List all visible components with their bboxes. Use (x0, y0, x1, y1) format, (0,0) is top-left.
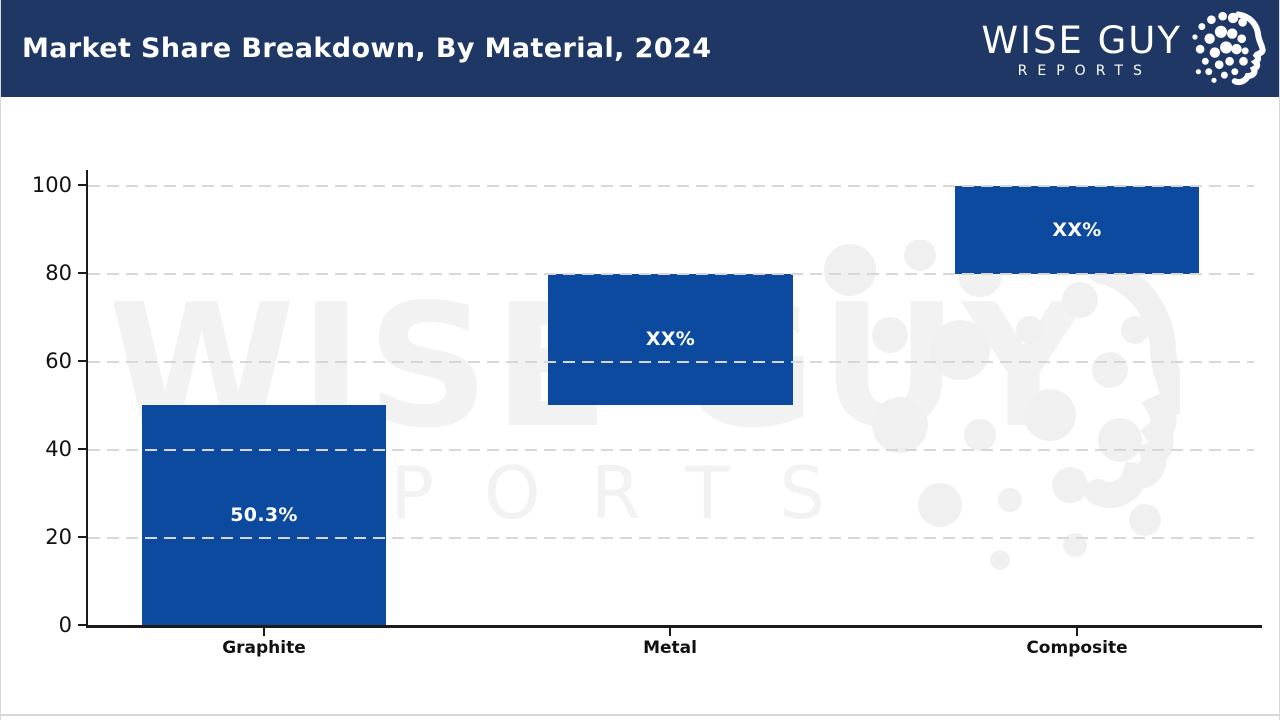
gridline-40 (88, 449, 1254, 451)
x-tick-mark-metal (669, 628, 671, 636)
gridline-60 (88, 361, 1254, 363)
y-tick-mark-60 (78, 360, 86, 362)
gridline-100 (88, 185, 1254, 187)
y-tick-mark-0 (78, 624, 86, 626)
brand-logo: WISE GUY REPORTS (982, 8, 1266, 92)
bar-value-label: XX% (1052, 219, 1102, 241)
y-tick-label-40: 40 (45, 437, 72, 461)
y-tick-mark-100 (78, 184, 86, 186)
y-tick-mark-80 (78, 272, 86, 274)
header-banner: Market Share Breakdown, By Material, 202… (0, 0, 1280, 97)
page-title: Market Share Breakdown, By Material, 202… (22, 33, 712, 64)
x-tick-label-composite: Composite (1026, 638, 1128, 658)
bar-composite: XX% (955, 186, 1199, 274)
y-tick-label-60: 60 (45, 349, 72, 373)
x-tick-mark-graphite (263, 628, 265, 636)
dotted-face-profile-icon (1192, 11, 1266, 86)
y-tick-mark-20 (78, 536, 86, 538)
y-tick-label-20: 20 (45, 525, 72, 549)
y-tick-label-100: 100 (31, 173, 72, 197)
bar-graphite: 50.3% (142, 404, 386, 626)
footer-rule (0, 714, 1280, 716)
x-tick-label-graphite: Graphite (222, 638, 306, 658)
x-tick-mark-composite (1076, 628, 1078, 636)
gridline-80 (88, 273, 1254, 275)
brand-subname: REPORTS (1017, 62, 1152, 79)
x-tick-label-metal: Metal (643, 638, 697, 658)
bar-value-label: 50.3% (230, 504, 298, 527)
y-axis-line (86, 170, 88, 628)
bar-value-label: XX% (645, 328, 696, 351)
y-tick-label-0: 0 (58, 613, 72, 637)
y-tick-label-80: 80 (45, 261, 72, 285)
brand-name: WISE GUY (981, 19, 1182, 63)
gridline-20 (88, 537, 1254, 539)
x-axis-line (86, 625, 1262, 628)
y-tick-mark-40 (78, 448, 86, 450)
brand-wordmark: WISE GUY REPORTS (981, 19, 1182, 79)
plot-area: 50.3% XX% XX% (88, 185, 1258, 626)
bar-metal: XX% (548, 274, 793, 405)
watermark-face-profile (1085, 257, 1180, 509)
